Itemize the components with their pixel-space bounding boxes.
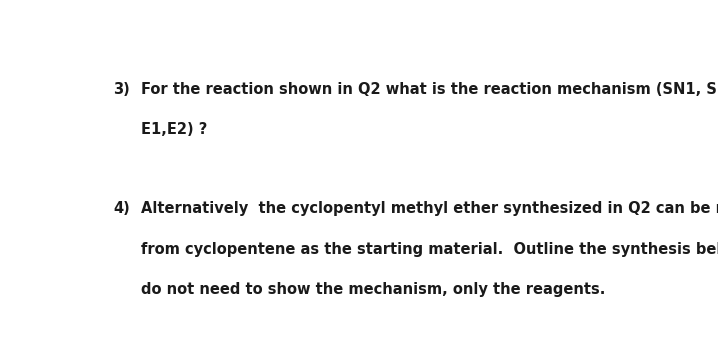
Text: from cyclopentene as the starting material.  Outline the synthesis below. You: from cyclopentene as the starting materi… bbox=[141, 242, 718, 256]
Text: 3): 3) bbox=[113, 82, 130, 97]
Text: 4): 4) bbox=[113, 201, 130, 216]
Text: Alternatively  the cyclopentyl methyl ether synthesized in Q2 can be made: Alternatively the cyclopentyl methyl eth… bbox=[141, 201, 718, 216]
Text: For the reaction shown in Q2 what is the reaction mechanism (SN1, SN2,: For the reaction shown in Q2 what is the… bbox=[141, 82, 718, 97]
Text: do not need to show the mechanism, only the reagents.: do not need to show the mechanism, only … bbox=[141, 282, 605, 297]
Text: E1,E2) ?: E1,E2) ? bbox=[141, 122, 208, 137]
